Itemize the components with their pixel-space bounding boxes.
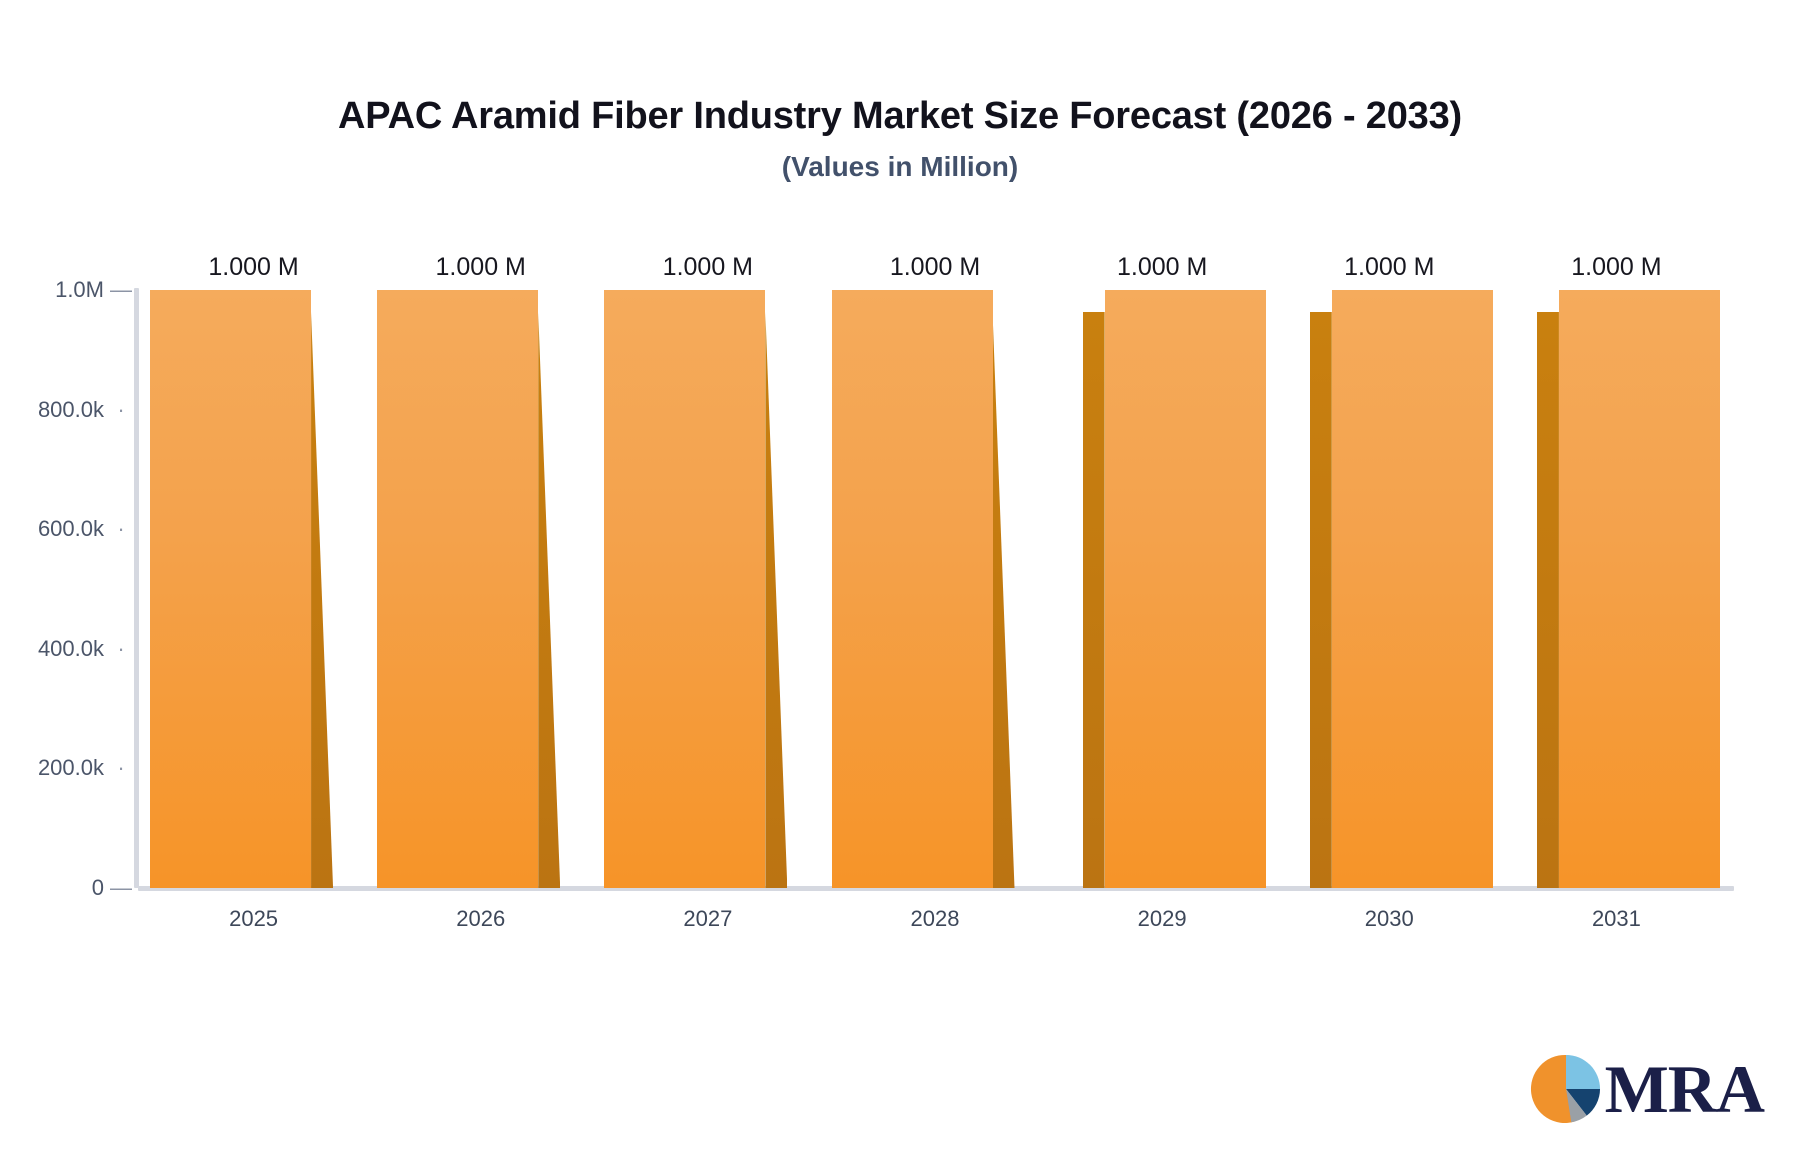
y-axis-tick-mark: · [117, 755, 125, 781]
y-axis-line [134, 288, 139, 888]
brand-logo: MRA [1529, 1051, 1765, 1127]
bar[interactable] [604, 290, 788, 888]
y-axis-tick-label: 1.0M [55, 277, 104, 302]
bar-value-label: 1.000 M [1116, 253, 1208, 281]
bar[interactable] [1536, 290, 1720, 888]
bar-front-face [604, 290, 766, 888]
bar[interactable] [150, 290, 334, 888]
bar-value-label: 1.000 M [208, 253, 299, 281]
bar[interactable] [1309, 290, 1493, 888]
y-axis-tick-mark: · [117, 635, 125, 661]
chart-subtitle: (Values in Million) [781, 150, 1019, 182]
bar-value-label: 1.000 M [662, 253, 754, 281]
bar-value-label: 1.000 M [1571, 253, 1662, 281]
y-axis-tick-label: 0 [91, 875, 104, 900]
x-axis-tick-label: 2025 [229, 906, 279, 931]
y-axis-tick-mark: · [117, 396, 125, 422]
bar[interactable] [1082, 290, 1266, 888]
chart-title: APAC Aramid Fiber Industry Market Size F… [338, 95, 1462, 137]
y-axis-tick: 600.0k · [0, 516, 132, 542]
x-axis-tick-label: 2027 [683, 906, 733, 931]
chart-header: APAC Aramid Fiber Industry Market Size F… [0, 95, 1800, 183]
x-axis-tick-label: 2026 [456, 906, 506, 931]
bar-side-face [765, 312, 788, 888]
bar-front-face [1331, 290, 1493, 888]
bar-side-face [311, 312, 334, 888]
bar-front-face [377, 290, 539, 888]
pie-chart-icon [1530, 1054, 1600, 1124]
x-axis-tick-label: 2029 [1137, 906, 1187, 931]
y-axis-tick: 400.0k · [0, 636, 132, 662]
y-axis-tick-label: 200.0k [37, 755, 104, 781]
bar-value-label: 1.000 M [435, 253, 526, 281]
bar[interactable] [831, 290, 1015, 888]
bar-side-face [1082, 312, 1105, 888]
bar-side-face [992, 312, 1015, 888]
x-axis-tick-label: 2031 [1591, 906, 1641, 931]
y-axis-tick: 0— [0, 875, 132, 901]
bar-value-label: 1.000 M [889, 253, 981, 281]
y-axis-tick: 1.0M — [0, 277, 132, 303]
bar-front-face [831, 290, 993, 888]
logo-text: MRA [1604, 1051, 1765, 1127]
y-axis-tick-label: 600.0k [37, 516, 104, 542]
x-axis-tick-label: 2030 [1364, 906, 1414, 931]
bar-value-label: 1.000 M [1344, 253, 1435, 281]
y-axis-tick-label: 800.0k [37, 396, 104, 422]
y-axis-tick-mark: — [110, 875, 132, 900]
x-axis-tick-label: 2028 [910, 906, 960, 931]
bar-side-face [1309, 312, 1332, 888]
bar-front-face [1558, 290, 1720, 888]
y-axis-tick-mark: — [110, 277, 132, 302]
bar-front-face [1104, 290, 1266, 888]
bar-front-face [150, 290, 312, 888]
bar-side-face [1536, 312, 1559, 888]
y-axis-tick-label: 400.0k [37, 635, 104, 661]
bar[interactable] [377, 290, 561, 888]
y-axis-tick-mark: · [117, 516, 125, 542]
bar-side-face [538, 312, 561, 888]
y-axis-tick: 800.0k · [0, 397, 132, 423]
y-axis-tick: 200.0k · [0, 755, 132, 781]
x-axis-line [138, 886, 1734, 891]
